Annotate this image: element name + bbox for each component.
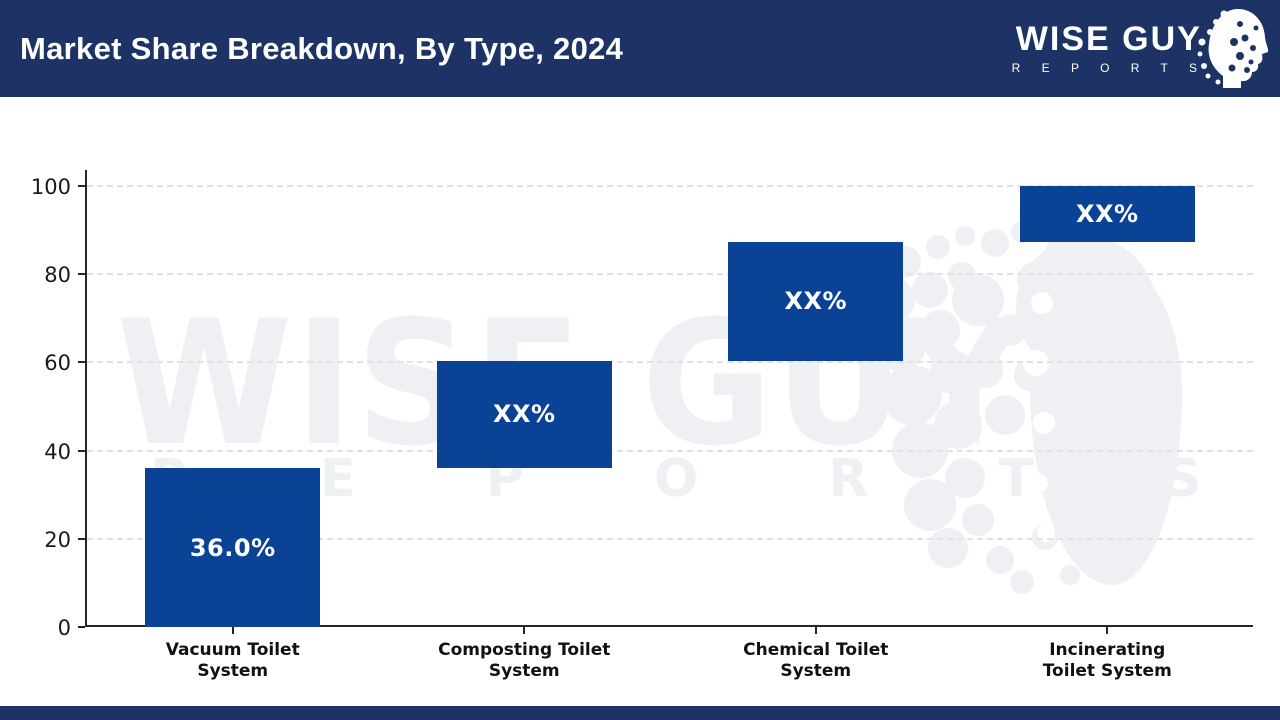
x-tick bbox=[523, 627, 526, 634]
bar-value-label: XX% bbox=[492, 400, 556, 429]
y-tick-label: 60 bbox=[44, 351, 71, 376]
plot-area: 0 20 40 60 80 100 36.0% Vacuum Toilet System XX%… bbox=[31, 170, 1253, 681]
gridline-100 bbox=[87, 185, 1253, 187]
x-category-label: Vacuum Toilet System bbox=[165, 640, 300, 681]
footer-bar bbox=[0, 706, 1280, 720]
bar-value-label: XX% bbox=[1075, 200, 1139, 229]
gridline-40 bbox=[87, 449, 1253, 452]
x-axis-line bbox=[85, 625, 1253, 627]
y-tick-label: 20 bbox=[44, 527, 71, 552]
y-tick-label: 0 bbox=[57, 616, 71, 640]
logo-wiseguy-label: WISE GUY bbox=[1015, 19, 1202, 58]
logo-reports-label: R E P O R T S bbox=[1011, 60, 1206, 75]
gridline-80 bbox=[87, 273, 1253, 276]
gridline-60 bbox=[87, 361, 1253, 364]
x-category-label: Chemical Toilet System bbox=[743, 640, 889, 681]
bar-value-label: XX% bbox=[784, 287, 848, 316]
y-tick-60 bbox=[78, 361, 85, 364]
y-tick-0 bbox=[78, 626, 85, 628]
wiseguy-logo: WISE GUY R E P O R T S bbox=[1012, 6, 1268, 88]
x-tick bbox=[1106, 627, 1109, 634]
x-tick bbox=[231, 627, 234, 634]
bar-value-label: 36.0% bbox=[189, 533, 276, 562]
bar-segment: XX% bbox=[1019, 186, 1195, 243]
x-category-label: Composting Toilet System bbox=[438, 640, 611, 681]
y-tick-label: 100 bbox=[30, 175, 71, 199]
x-tick bbox=[814, 627, 817, 634]
y-axis-line bbox=[85, 170, 87, 627]
bar-segment: 36.0% bbox=[145, 468, 321, 627]
page-title: Market Share Breakdown, By Type, 2024 bbox=[20, 30, 624, 66]
bar-segment: XX% bbox=[436, 360, 612, 469]
bar-segment: XX% bbox=[728, 242, 904, 361]
y-tick-80 bbox=[78, 273, 85, 276]
wiseguy-face-icon bbox=[1197, 9, 1268, 88]
y-tick-label: 80 bbox=[44, 263, 71, 288]
y-tick-label: 40 bbox=[44, 439, 71, 464]
wiseguy-logo-text: WISE GUY R E P O R T S bbox=[1012, 20, 1206, 75]
y-tick-100 bbox=[78, 185, 85, 187]
x-category-label: Incinerating Toilet System bbox=[1042, 640, 1172, 681]
y-tick-20 bbox=[78, 537, 85, 540]
y-tick-40 bbox=[78, 449, 85, 452]
header: Market Share Breakdown, By Type, 2024 WI… bbox=[0, 0, 1280, 97]
gridline-20 bbox=[87, 537, 1253, 540]
